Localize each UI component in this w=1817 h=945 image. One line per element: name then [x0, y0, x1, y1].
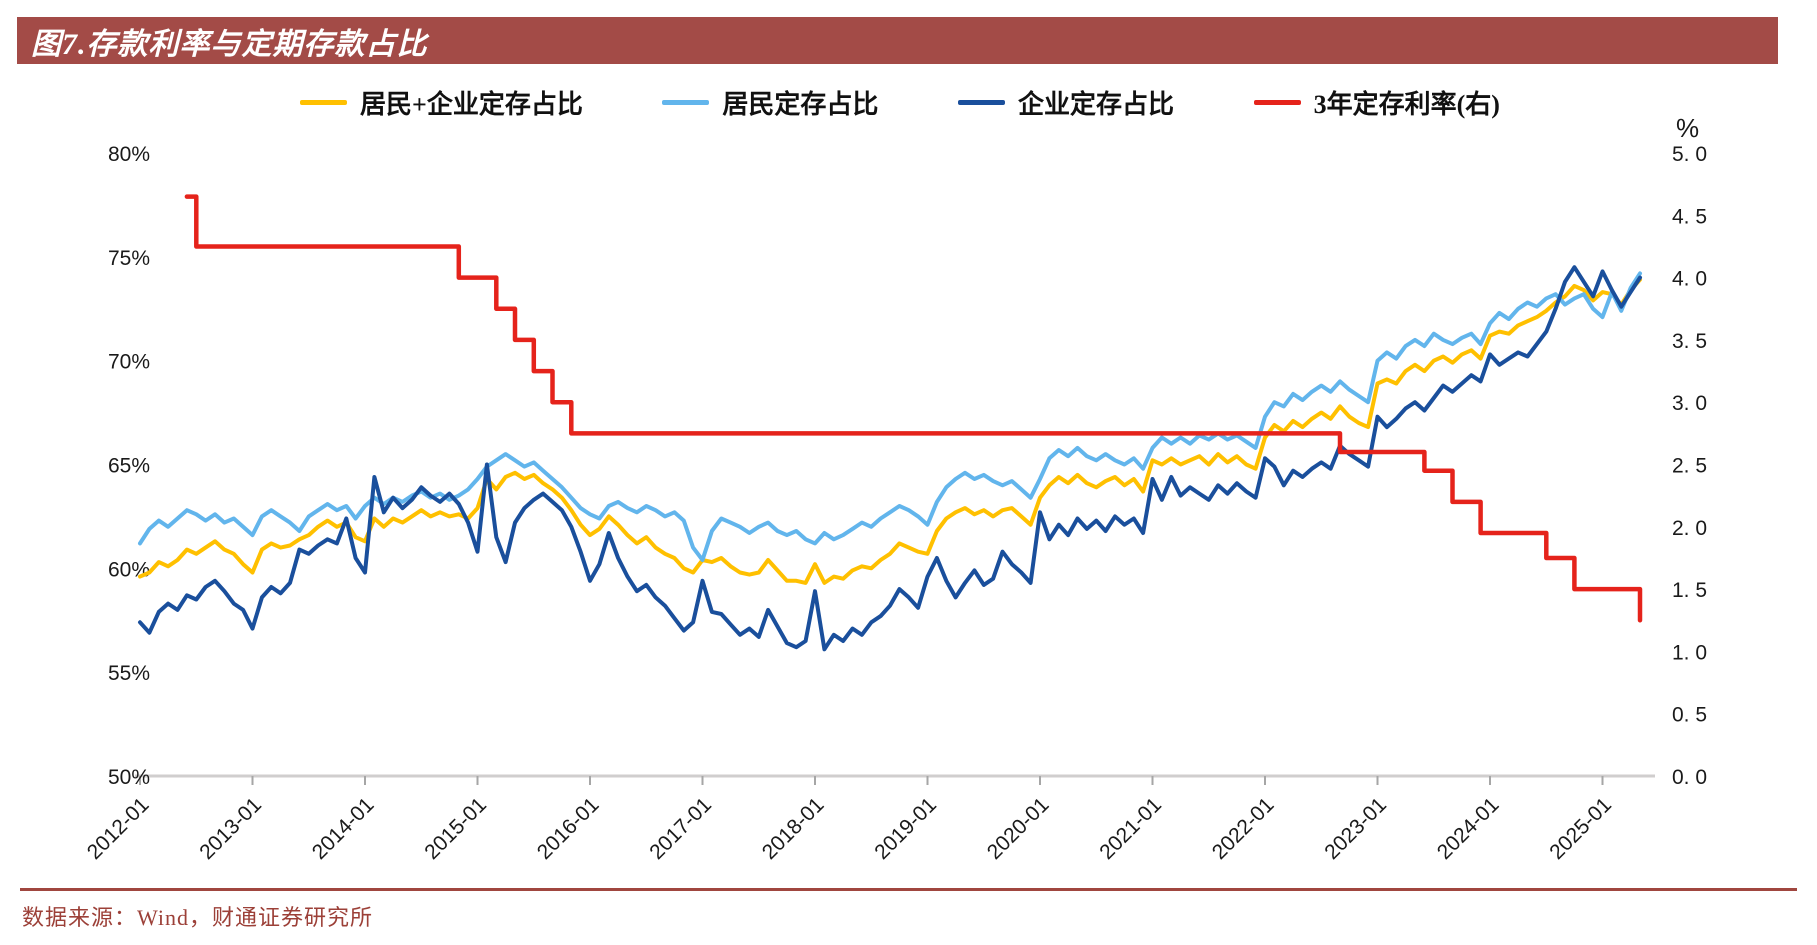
x-tick-label: 2024-01: [1433, 793, 1504, 864]
right-axis-unit-label: %: [1676, 113, 1699, 143]
left-axis-tick-label: 50%: [108, 766, 150, 789]
x-tick-label: 2013-01: [195, 793, 266, 864]
right-axis-tick-label: 1. 0: [1672, 641, 1707, 664]
x-tick-label: 2025-01: [1545, 793, 1616, 864]
legend-swatch-corporate: [958, 100, 1006, 105]
x-tick-label: 2022-01: [1208, 793, 1279, 864]
figure-title: 图7.存款利率与定期存款占比: [31, 27, 428, 61]
right-axis-tick-label: 1. 5: [1672, 579, 1707, 602]
x-tick-label: 2019-01: [870, 793, 941, 864]
series-line-combined: [138, 277, 1642, 585]
x-tick-label: 2018-01: [758, 793, 829, 864]
footer-divider: [20, 888, 1797, 891]
legend-item-corporate: 企业定存占比: [958, 84, 1174, 121]
left-axis-tick-label: 55%: [108, 662, 150, 685]
legend-swatch-household: [662, 100, 710, 105]
right-axis-tick-label: 2. 5: [1672, 455, 1707, 478]
legend-item-combined: 居民+企业定存占比: [300, 84, 583, 121]
x-tick-label: 2016-01: [533, 793, 604, 864]
legend-swatch-rate3y: [1253, 100, 1301, 105]
legend-swatch-combined: [300, 100, 347, 105]
right-axis-tick-label: 0. 5: [1672, 704, 1707, 727]
source-note: 数据来源：Wind，财通证券研究所: [22, 905, 373, 930]
left-axis-tick-label: 60%: [108, 558, 150, 581]
right-axis-tick-label: 0. 0: [1672, 766, 1707, 789]
legend-label-corporate: 企业定存占比: [1018, 90, 1175, 119]
right-axis-tick-label: 3. 5: [1672, 330, 1707, 353]
x-tick-label: 2015-01: [420, 793, 491, 864]
legend-label-household: 居民定存占比: [722, 90, 879, 119]
figure-title-bar: 图7.存款利率与定期存款占比: [17, 17, 1778, 64]
x-tick-label: 2017-01: [645, 793, 716, 864]
series-line-household: [138, 271, 1642, 562]
series-line-rate3y: [184, 194, 1643, 623]
x-tick-label: 2023-01: [1320, 793, 1391, 864]
legend-item-rate3y: 3年定存利率(右): [1253, 84, 1500, 121]
left-axis-tick-label: 70%: [108, 351, 150, 374]
left-axis-tick-label: 80%: [108, 143, 150, 166]
right-axis-tick-label: 4. 5: [1672, 205, 1707, 228]
x-tick-label: 2014-01: [308, 793, 379, 864]
right-axis-tick-label: 3. 0: [1672, 392, 1707, 415]
left-axis-tick-label: 75%: [108, 247, 150, 270]
right-axis-tick-label: 4. 0: [1672, 268, 1707, 291]
legend-label-combined: 居民+企业定存占比: [360, 90, 583, 119]
right-axis-tick-label: 5. 0: [1672, 143, 1707, 166]
right-axis-tick-label: 2. 0: [1672, 517, 1707, 540]
x-tick-label: 2012-01: [83, 793, 154, 864]
left-axis-tick-label: 65%: [108, 455, 150, 478]
chart-legend: 居民+企业定存占比 居民定存占比 企业定存占比 3年定存利率(右): [300, 84, 1500, 121]
series-line-corporate: [138, 265, 1642, 652]
x-tick-label: 2021-01: [1095, 793, 1166, 864]
legend-item-household: 居民定存占比: [662, 84, 878, 121]
legend-label-rate3y: 3年定存利率(右): [1313, 90, 1500, 119]
x-tick-label: 2020-01: [983, 793, 1054, 864]
